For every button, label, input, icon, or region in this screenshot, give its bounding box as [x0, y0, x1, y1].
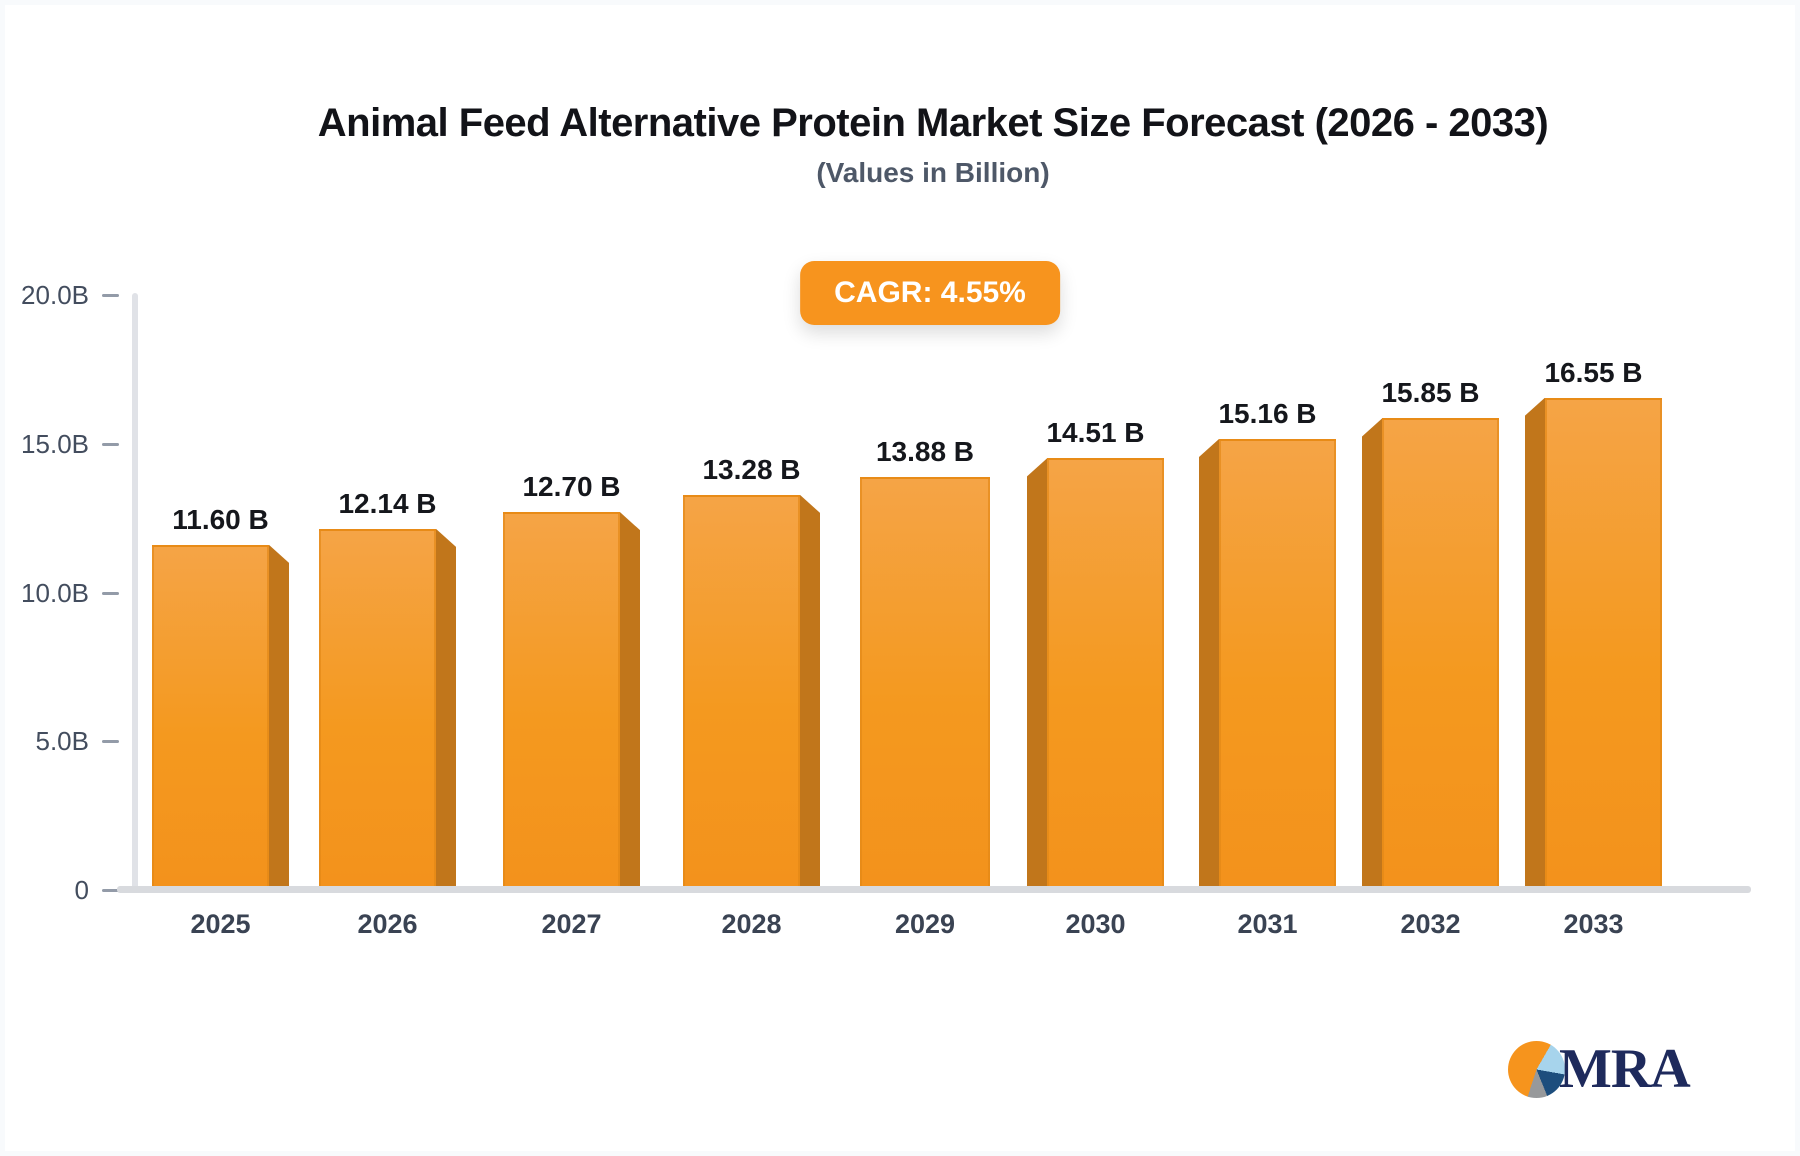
bar-value-label: 11.60 B	[172, 503, 269, 535]
bar-side-panel	[1362, 418, 1382, 890]
x-axis-label-2026: 2026	[357, 909, 418, 939]
bar-group-2029: 13.88 B	[860, 436, 990, 890]
bar-group-2025: 11.60 B	[152, 504, 289, 890]
bar-value-label: 12.14 B	[338, 487, 437, 519]
bar-side-panel	[1027, 458, 1047, 890]
bar-group-2033: 16.55 B	[1525, 357, 1662, 890]
y-tick-dash	[102, 591, 119, 595]
bar-value-label: 14.51 B	[1046, 417, 1145, 449]
bar-face	[319, 528, 436, 890]
bar-side-panel	[269, 544, 289, 890]
x-axis-label-2033: 2033	[1563, 909, 1624, 939]
x-axis-label-2029: 2029	[894, 909, 956, 939]
bar-group-2026: 12.14 B	[319, 488, 456, 890]
bar-face	[1047, 458, 1164, 890]
mra-logo-text: MRA	[1559, 1038, 1691, 1100]
bar-group-2028: 13.28 B	[683, 454, 820, 890]
chart-title: Animal Feed Alternative Protein Market S…	[317, 101, 1549, 145]
mra-logo: MRA	[1508, 1038, 1691, 1100]
x-axis-label-2027: 2027	[541, 909, 602, 939]
cagr-badge-label: CAGR: 4.55%	[834, 276, 1026, 309]
bar-value-label: 15.16 B	[1218, 397, 1317, 429]
y-axis-line	[132, 293, 138, 893]
bar-face	[683, 494, 800, 890]
y-tick-dash	[102, 889, 119, 892]
y-tick-label: 10.0B	[21, 577, 89, 608]
x-axis-label-2032: 2032	[1400, 909, 1461, 939]
bar-side-panel	[1199, 438, 1219, 890]
bar-face	[503, 512, 620, 890]
bar-side-panel	[436, 528, 456, 890]
y-tick-dash	[102, 294, 119, 297]
x-axis-line	[117, 886, 1751, 893]
bar-group-2030: 14.51 B	[1027, 417, 1164, 890]
bar-side-panel	[1525, 397, 1545, 890]
chart-subtitle: (Values in Billion)	[816, 157, 1050, 188]
x-axis-label-2025: 2025	[190, 909, 251, 939]
y-tick-label: 0	[74, 875, 89, 905]
bar-face	[152, 544, 269, 890]
pie-chart-logo-icon	[1508, 1041, 1565, 1098]
bar-value-label: 12.70 B	[522, 471, 621, 503]
bar-value-label: 16.55 B	[1544, 356, 1643, 388]
y-tick-label: 5.0B	[35, 726, 90, 757]
y-tick-label: 15.0B	[21, 428, 89, 459]
x-axis-label-2031: 2031	[1237, 909, 1298, 939]
x-axis-label-2030: 2030	[1065, 909, 1126, 939]
bar-face	[1219, 438, 1336, 890]
y-tick-dash	[102, 442, 119, 446]
bar-side-panel	[800, 494, 820, 890]
bar-group-2027: 12.70 B	[503, 471, 640, 890]
bar-group-2031: 15.16 B	[1199, 398, 1336, 890]
bar-face	[860, 477, 990, 890]
bar-group-2032: 15.85 B	[1362, 377, 1499, 890]
x-axis-label-2028: 2028	[721, 909, 782, 939]
bar-side-panel	[620, 512, 640, 890]
y-tick-dash	[102, 740, 119, 744]
bar-chart-plot-area: 20.0B 15.0B 10.0B 5.0B 0 11.60 B 2025 12.14 B 20…	[5, 5, 1795, 1151]
cagr-badge: CAGR: 4.55%	[800, 261, 1060, 325]
bar-value-label: 13.28 B	[702, 453, 801, 485]
y-tick-label: 20.0B	[21, 280, 89, 310]
bar-value-label: 13.88 B	[875, 436, 975, 468]
bar-value-label: 15.85 B	[1381, 377, 1480, 409]
bar-face	[1382, 418, 1499, 890]
bar-face	[1545, 397, 1662, 890]
